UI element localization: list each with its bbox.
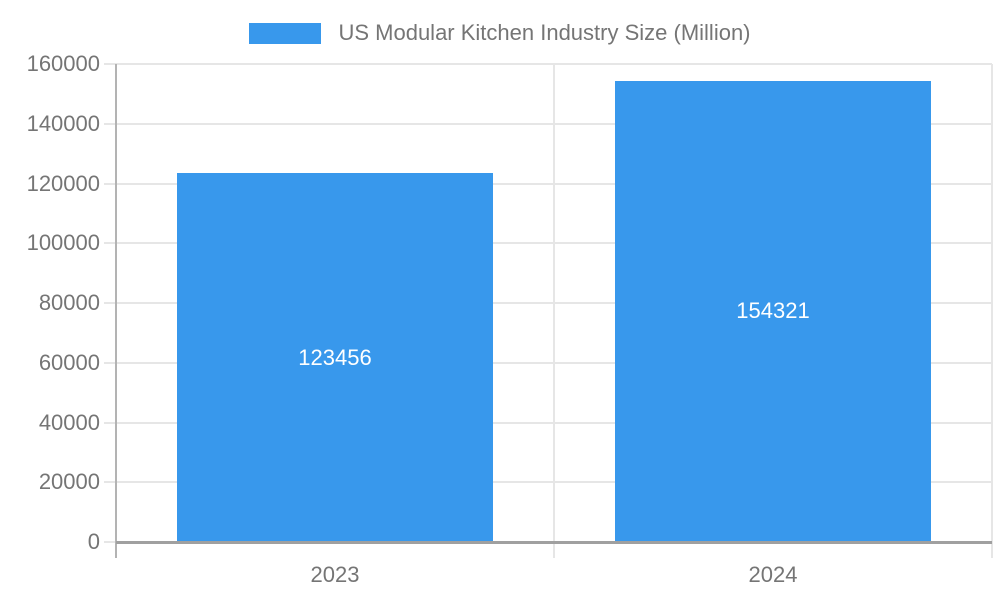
- y-gridline: [104, 421, 992, 424]
- y-gridline: [104, 242, 992, 245]
- chart-legend: US Modular Kitchen Industry Size (Millio…: [0, 20, 1000, 45]
- y-axis-tick-label: 40000: [38, 409, 100, 435]
- bar-2023: [177, 173, 493, 542]
- bar-value-label: 154321: [736, 298, 810, 324]
- legend-swatch: [249, 22, 322, 44]
- y-axis-tick-label: 60000: [38, 349, 100, 375]
- y-axis-tick-label: 80000: [38, 290, 100, 315]
- y-gridline: [104, 63, 992, 65]
- y-axis-line: [115, 64, 117, 558]
- y-gridline: [104, 182, 992, 185]
- y-axis-tick-label: 120000: [26, 170, 100, 196]
- y-gridline: [104, 481, 992, 484]
- x-axis-tick-label: 2024: [748, 562, 798, 587]
- category-divider-gridline: [553, 64, 555, 558]
- x-axis-line: [116, 541, 992, 544]
- y-axis-tick-label: 100000: [26, 230, 100, 256]
- x-axis-tick-label: 2023: [310, 562, 360, 587]
- y-axis-tick-label: 140000: [26, 110, 100, 136]
- y-gridline: [104, 361, 992, 364]
- y-axis-tick-label: 20000: [38, 469, 100, 495]
- y-gridline: [104, 302, 992, 304]
- legend-label: US Modular Kitchen Industry Size (Millio…: [338, 20, 751, 45]
- y-axis-tick-label: 0: [87, 529, 100, 554]
- y-gridline: [104, 122, 992, 125]
- bar-value-label: 123456: [298, 344, 372, 370]
- bar-2024: [615, 80, 931, 542]
- plot-right-gridline: [991, 64, 993, 558]
- y-axis-tick-label: 160000: [26, 51, 100, 76]
